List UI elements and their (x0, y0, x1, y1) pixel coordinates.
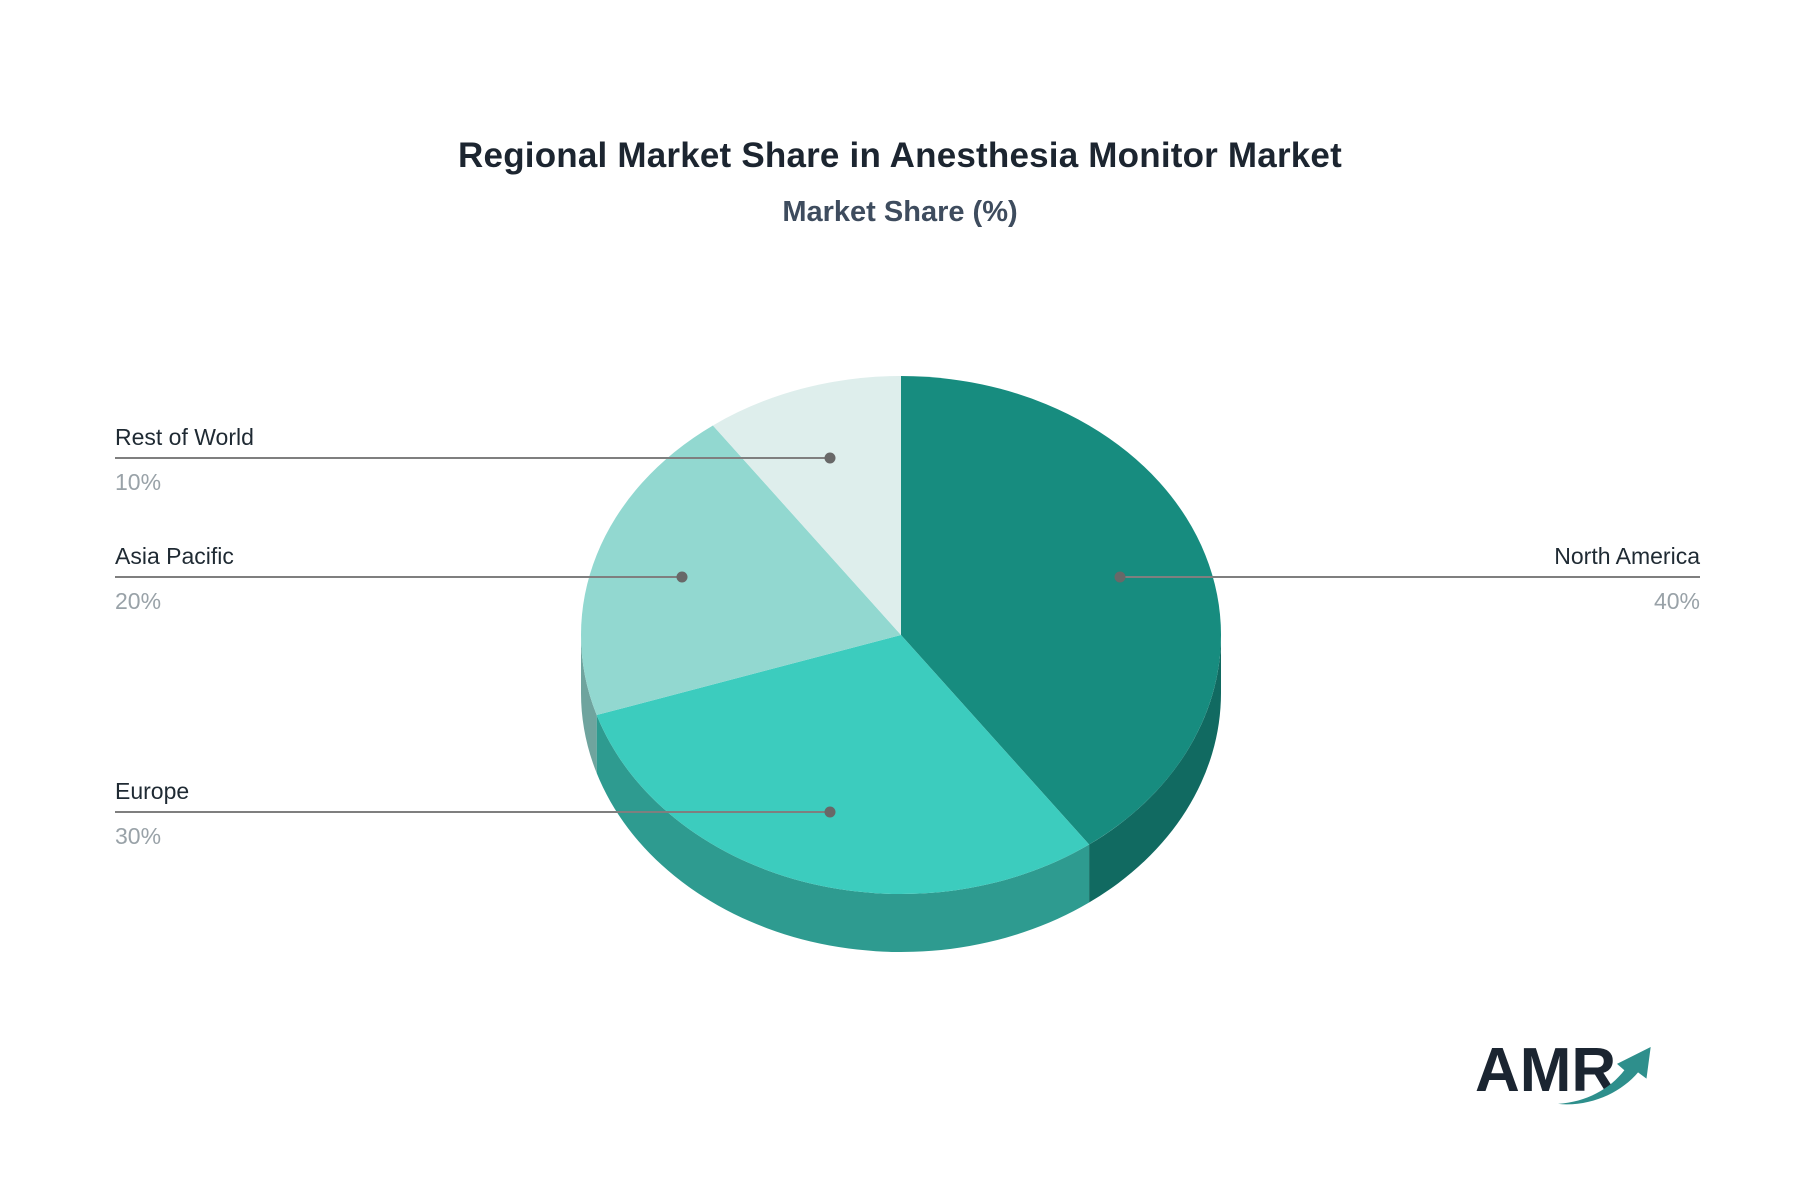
leader-dot (1114, 571, 1126, 583)
slice-label-asia-pacific: Asia Pacific (115, 543, 234, 569)
brand-logo-arrow-icon (1558, 1047, 1651, 1105)
slice-pct-europe: 30% (115, 823, 162, 849)
slice-label-europe: Europe (115, 778, 190, 804)
pie-slice-europe[interactable] (596, 635, 1090, 895)
leader-dot (824, 806, 836, 818)
pie-slice-north-america[interactable] (901, 376, 1222, 845)
pie-slice-side-europe (596, 715, 1090, 953)
chart-subtitle: Market Share (%) (782, 196, 1018, 228)
pie-slice-asia-pacific[interactable] (580, 425, 901, 716)
brand-logo: AMR (1475, 1035, 1675, 1125)
slice-label-rest-of-world: Rest of World (115, 424, 254, 450)
slice-pct-north-america: 40% (1653, 588, 1700, 614)
slice-pct-rest-of-world: 10% (115, 469, 162, 495)
leader-dot (824, 452, 836, 464)
leader-dot (676, 571, 688, 583)
pie-slice-side-asia-pacific (581, 635, 597, 774)
pie-slice-side-north-america (1089, 635, 1221, 903)
pie-slice-rest-of-world[interactable] (712, 376, 901, 635)
brand-logo-text: AMR (1475, 1036, 1617, 1105)
chart-title: Regional Market Share in Anesthesia Moni… (458, 136, 1342, 175)
slice-label-north-america: North America (1554, 543, 1700, 569)
slice-pct-asia-pacific: 20% (115, 588, 162, 614)
